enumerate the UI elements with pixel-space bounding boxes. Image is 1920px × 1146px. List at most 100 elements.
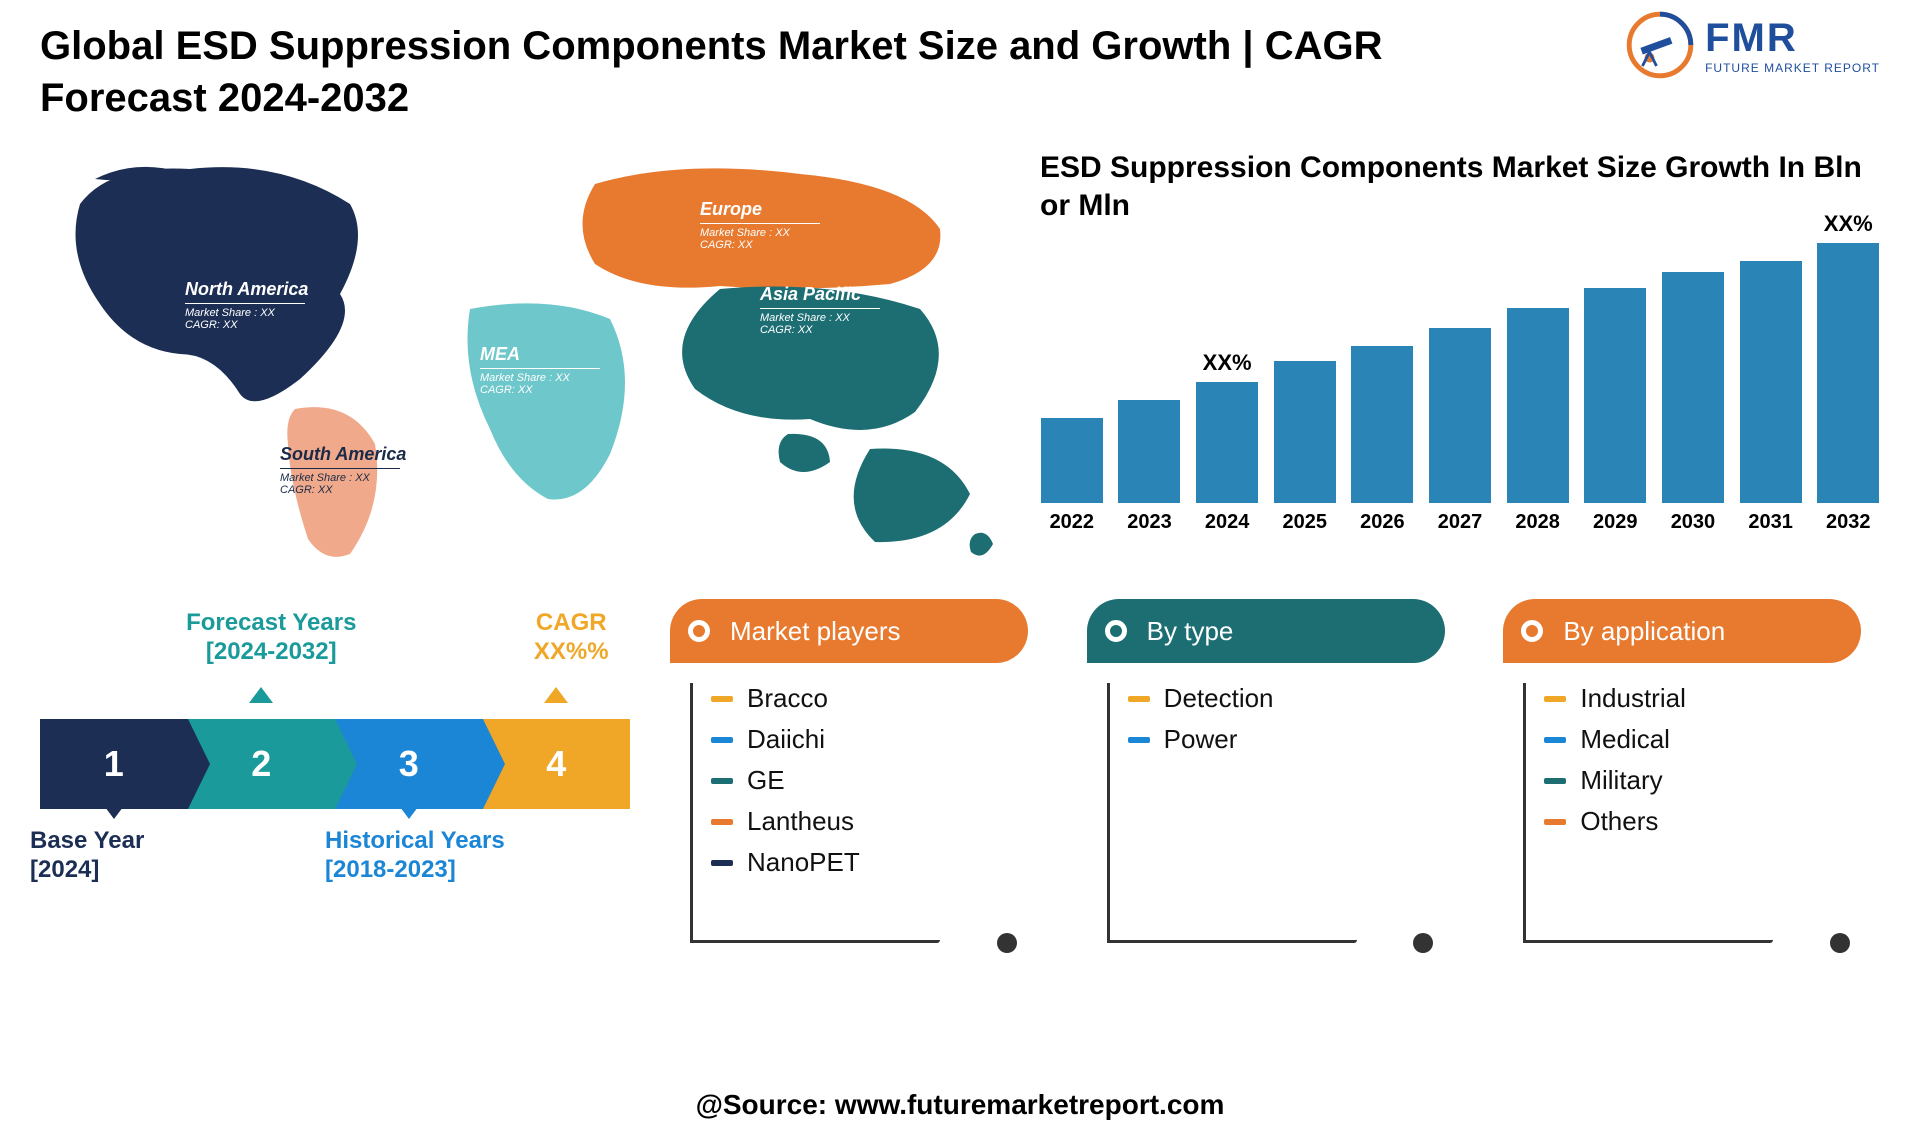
timeline-label-1: Base Year[2024] <box>30 827 238 885</box>
world-map: North AmericaMarket Share : XXCAGR: XXSo… <box>40 144 1000 564</box>
region-name: South America <box>280 444 406 465</box>
timeline-label-3: Historical Years[2018-2023] <box>325 827 533 885</box>
region-label-asia_pacific: Asia Pacific Market Share : XXCAGR: XX <box>760 284 880 336</box>
region-cagr: CAGR: XX <box>700 239 820 251</box>
list-item: Detection <box>1128 683 1464 714</box>
item-label: GE <box>747 765 785 796</box>
bar-rect <box>1429 328 1491 503</box>
item-tick <box>711 696 733 702</box>
category-pill: By type <box>1087 599 1445 663</box>
region-name: Europe <box>700 199 820 220</box>
item-tick <box>1128 696 1150 702</box>
item-label: NanoPET <box>747 847 860 878</box>
region-share: Market Share : XX <box>760 312 880 324</box>
item-tick <box>711 737 733 743</box>
category-1: By type Detection Power <box>1087 599 1464 943</box>
region-share: Market Share : XX <box>280 472 406 484</box>
bar-rect <box>1196 382 1258 503</box>
region-label-south_america: South America Market Share : XXCAGR: XX <box>280 444 406 496</box>
bar-rect <box>1507 308 1569 503</box>
item-tick <box>1544 696 1566 702</box>
category-item-list: Industrial Medical Military Others <box>1523 683 1880 943</box>
item-tick <box>1544 819 1566 825</box>
region-name: North America <box>185 279 308 300</box>
bar-year-label: 2030 <box>1671 511 1716 534</box>
bar-rect <box>1740 261 1802 503</box>
list-end-ball <box>1830 933 1850 953</box>
timeline-arrow-4 <box>544 687 568 703</box>
timeline-seg-3: 3 <box>335 719 483 809</box>
bar-rect <box>1274 361 1336 503</box>
fmr-logo: FMR FUTURE MARKET REPORT <box>1625 10 1880 80</box>
list-end-ball <box>997 933 1017 953</box>
list-item: Daiichi <box>711 724 1047 755</box>
category-2: By application Industrial Medical Military O… <box>1503 599 1880 943</box>
bars-row: 2022 2023 XX% 2024 2025 2026 2027 2028 2029 2030 2… <box>1040 244 1880 534</box>
bar-rect <box>1041 418 1103 503</box>
region-label-north_america: North AmericaMarket Share : XXCAGR: XX <box>185 279 308 331</box>
bar-chart: ESD Suppression Components Market Size G… <box>1040 144 1880 564</box>
item-tick <box>711 778 733 784</box>
region-name: Asia Pacific <box>760 284 880 305</box>
bar-2027: 2027 <box>1428 328 1492 534</box>
map-mea <box>468 303 626 499</box>
category-pill: By application <box>1503 599 1861 663</box>
item-label: Detection <box>1164 683 1274 714</box>
bar-year-label: 2024 <box>1205 511 1250 534</box>
item-label: Military <box>1580 765 1662 796</box>
list-item: Industrial <box>1544 683 1880 714</box>
bar-2032: XX%2032 <box>1816 211 1880 534</box>
source-text: @Source: www.futuremarketreport.com <box>0 1089 1920 1121</box>
bar-value-label: XX% <box>1824 211 1873 237</box>
bar-rect <box>1351 346 1413 503</box>
timeline-label-2: Forecast Years[2024-2032] <box>178 609 366 667</box>
list-item: Medical <box>1544 724 1880 755</box>
list-item: Military <box>1544 765 1880 796</box>
bar-year-label: 2025 <box>1282 511 1327 534</box>
region-cagr: CAGR: XX <box>760 324 880 336</box>
timeline-bar: 1234 <box>40 719 630 809</box>
logo-secondary: FUTURE MARKET REPORT <box>1705 61 1880 75</box>
timeline-seg-2: 2 <box>188 719 336 809</box>
logo-text: FMR FUTURE MARKET REPORT <box>1705 16 1880 75</box>
item-label: Bracco <box>747 683 828 714</box>
bar-rect <box>1662 272 1724 503</box>
bar-rect <box>1118 400 1180 503</box>
category-0: Market players Bracco Daiichi GE Lantheus Nan… <box>670 599 1047 943</box>
list-item: Lantheus <box>711 806 1047 837</box>
region-name: MEA <box>480 344 600 365</box>
region-label-europe: EuropeMarket Share : XXCAGR: XX <box>700 199 820 251</box>
bar-year-label: 2029 <box>1593 511 1638 534</box>
category-item-list: Detection Power <box>1107 683 1464 943</box>
bar-year-label: 2022 <box>1050 511 1095 534</box>
region-cagr: CAGR: XX <box>280 484 406 496</box>
bar-rect <box>1584 288 1646 503</box>
item-label: Daiichi <box>747 724 825 755</box>
list-item: Power <box>1128 724 1464 755</box>
bar-2028: 2028 <box>1506 308 1570 534</box>
item-label: Medical <box>1580 724 1670 755</box>
list-item: Bracco <box>711 683 1047 714</box>
bar-year-label: 2023 <box>1127 511 1172 534</box>
bar-year-label: 2027 <box>1438 511 1483 534</box>
item-label: Power <box>1164 724 1238 755</box>
category-pill: Market players <box>670 599 1028 663</box>
bar-value-label: XX% <box>1203 350 1252 376</box>
bar-year-label: 2028 <box>1515 511 1560 534</box>
list-item: GE <box>711 765 1047 796</box>
bar-year-label: 2031 <box>1748 511 1793 534</box>
category-item-list: Bracco Daiichi GE Lantheus NanoPET <box>690 683 1047 943</box>
bar-2025: 2025 <box>1273 361 1337 534</box>
item-label: Lantheus <box>747 806 854 837</box>
bar-2030: 2030 <box>1661 272 1725 534</box>
region-share: Market Share : XX <box>480 372 600 384</box>
bar-2022: 2022 <box>1040 418 1104 534</box>
bar-2031: 2031 <box>1739 261 1803 534</box>
bar-rect <box>1817 243 1879 503</box>
item-tick <box>711 860 733 866</box>
map-nz <box>970 533 993 556</box>
item-label: Others <box>1580 806 1658 837</box>
bar-year-label: 2026 <box>1360 511 1405 534</box>
timeline-arrow-2 <box>249 687 273 703</box>
chart-title: ESD Suppression Components Market Size G… <box>1040 149 1880 224</box>
